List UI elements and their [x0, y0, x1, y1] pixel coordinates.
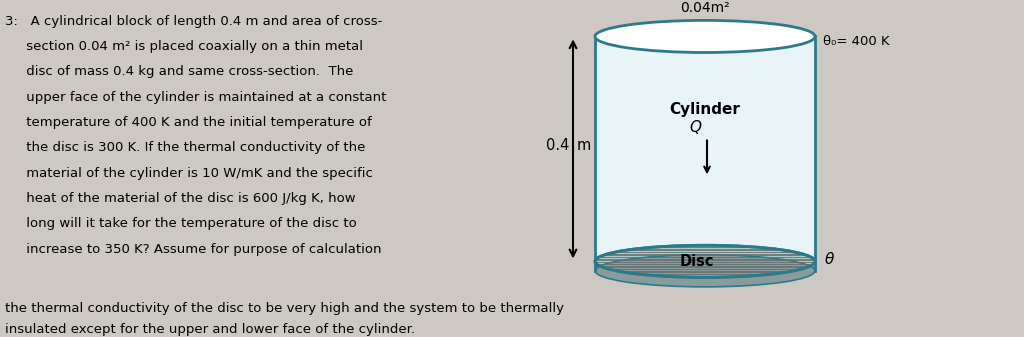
Text: θ₀= 400 K: θ₀= 400 K	[823, 35, 890, 48]
Text: long will it take for the temperature of the disc to: long will it take for the temperature of…	[5, 217, 356, 230]
Text: 0.04m²: 0.04m²	[680, 1, 730, 15]
Text: θ: θ	[825, 252, 835, 267]
Text: upper face of the cylinder is maintained at a constant: upper face of the cylinder is maintained…	[5, 91, 386, 104]
Text: Disc: Disc	[680, 254, 715, 269]
Text: increase to 350 K? Assume for purpose of calculation: increase to 350 K? Assume for purpose of…	[5, 243, 382, 256]
Text: m: m	[577, 137, 591, 153]
Text: Cylinder: Cylinder	[670, 102, 740, 117]
Bar	[595, 36, 815, 262]
Text: the disc is 300 K. If the thermal conductivity of the: the disc is 300 K. If the thermal conduc…	[5, 141, 366, 154]
Text: insulated except for the upper and lower face of the cylinder.: insulated except for the upper and lower…	[5, 323, 415, 336]
Bar	[595, 262, 815, 271]
Ellipse shape	[595, 245, 815, 277]
Text: 0.4: 0.4	[546, 137, 569, 153]
Ellipse shape	[595, 20, 815, 53]
Text: temperature of 400 K and the initial temperature of: temperature of 400 K and the initial tem…	[5, 116, 372, 129]
Text: the thermal conductivity of the disc to be very high and the system to be therma: the thermal conductivity of the disc to …	[5, 302, 564, 315]
Text: disc of mass 0.4 kg and same cross-section.  The: disc of mass 0.4 kg and same cross-secti…	[5, 65, 353, 79]
Ellipse shape	[595, 255, 815, 287]
Text: material of the cylinder is 10 W/mK and the specific: material of the cylinder is 10 W/mK and …	[5, 167, 373, 180]
Text: heat of the material of the disc is 600 J/kg K, how: heat of the material of the disc is 600 …	[5, 192, 355, 205]
Text: Q: Q	[689, 120, 701, 135]
Text: section 0.04 m² is placed coaxially on a thin metal: section 0.04 m² is placed coaxially on a…	[5, 40, 362, 53]
Text: 3:   A cylindrical block of length 0.4 m and area of cross-: 3: A cylindrical block of length 0.4 m a…	[5, 15, 382, 28]
